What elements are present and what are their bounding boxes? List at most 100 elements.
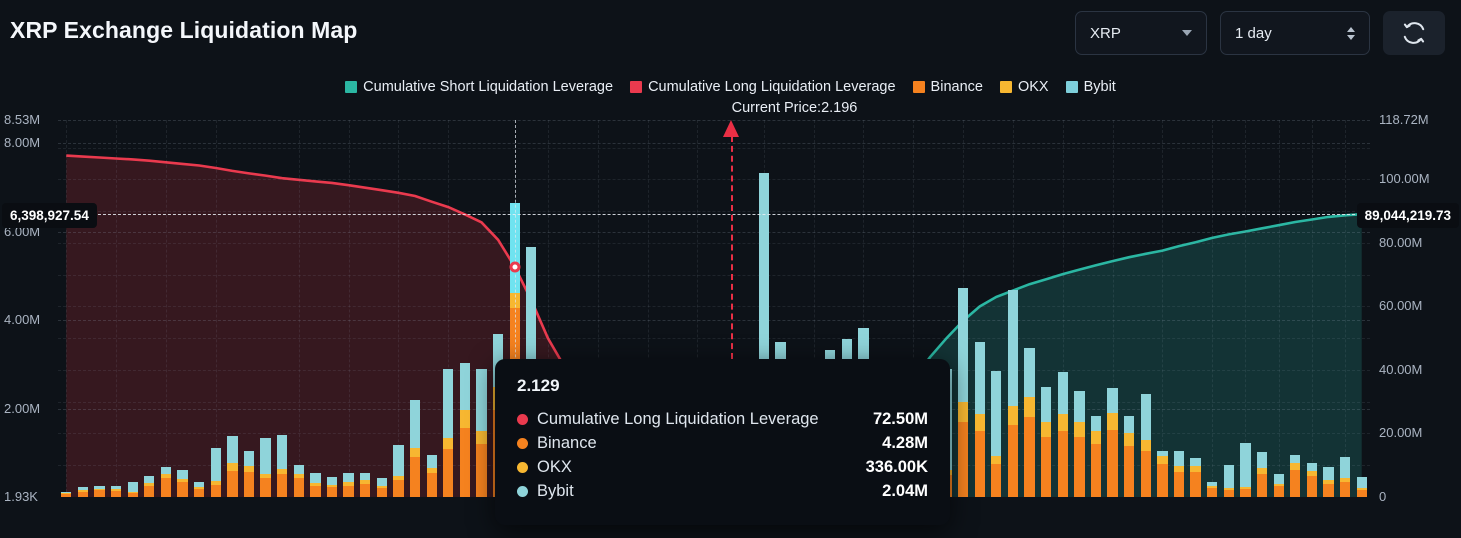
liquidation-bar[interactable]: [393, 445, 404, 497]
liquidation-bar[interactable]: [61, 491, 72, 497]
liquidation-bar[interactable]: [426, 455, 437, 497]
liquidation-bar[interactable]: [1256, 451, 1268, 497]
gridline-v: [647, 120, 649, 497]
liquidation-bar[interactable]: [260, 438, 271, 497]
legend-item-binance[interactable]: Binance: [912, 79, 983, 95]
liquidation-bar[interactable]: [1306, 463, 1317, 497]
legend-item-bybit[interactable]: Bybit: [1065, 79, 1116, 95]
liquidation-bar[interactable]: [1339, 457, 1351, 497]
liquidation-bar[interactable]: [459, 362, 471, 497]
legend-label-cumulative-long: Cumulative Long Liquidation Leverage: [648, 79, 896, 95]
coin-select[interactable]: XRP: [1075, 11, 1207, 55]
gridline-v: [913, 120, 915, 497]
right-value-badge: 89,044,219.73: [1356, 203, 1459, 229]
legend-swatch-bybit: [1065, 81, 1078, 93]
liquidation-bar[interactable]: [77, 487, 89, 497]
refresh-button[interactable]: [1383, 11, 1445, 55]
liquidation-bar[interactable]: [1074, 390, 1085, 497]
liquidation-bar[interactable]: [277, 434, 288, 497]
bar-segment-bybit: [243, 451, 255, 467]
bar-segment-okx: [1207, 485, 1218, 489]
liquidation-bar[interactable]: [1240, 442, 1251, 497]
liquidation-bar[interactable]: [1223, 465, 1234, 497]
bar-segment-okx: [509, 293, 520, 308]
bar-segment-okx: [443, 437, 454, 450]
bar-segment-bybit: [293, 464, 304, 474]
liquidation-bar[interactable]: [1041, 386, 1052, 497]
bar-segment-binance: [476, 443, 487, 497]
bar-segment-binance: [1356, 489, 1367, 497]
bar-segment-okx: [991, 456, 1002, 465]
bar-segment-binance: [177, 482, 188, 497]
tooltip-row-bybit: Bybit 2.04M: [517, 482, 928, 501]
legend-item-cumulative-short[interactable]: Cumulative Short Liquidation Leverage: [345, 79, 613, 95]
value-crosshair-horizontal: [58, 214, 1370, 216]
liquidation-bar[interactable]: [194, 482, 205, 497]
legend-item-cumulative-long[interactable]: Cumulative Long Liquidation Leverage: [630, 79, 896, 95]
liquidation-bar[interactable]: [1273, 474, 1284, 497]
gridline-v: [813, 120, 815, 497]
liquidation-bar[interactable]: [1173, 451, 1185, 497]
liquidation-bar[interactable]: [1157, 451, 1168, 497]
liquidation-bar[interactable]: [1090, 415, 1102, 497]
liquidation-bar[interactable]: [94, 485, 105, 497]
bar-segment-binance: [426, 473, 437, 497]
liquidation-bar[interactable]: [409, 399, 421, 497]
liquidation-bar[interactable]: [110, 486, 122, 497]
bar-segment-okx: [310, 482, 321, 486]
liquidation-bar[interactable]: [1190, 458, 1201, 497]
bar-segment-bybit: [1007, 290, 1019, 406]
liquidation-bar[interactable]: [1207, 482, 1218, 497]
bar-segment-bybit: [227, 436, 238, 464]
liquidation-bar[interactable]: [310, 472, 321, 497]
liquidation-bar[interactable]: [476, 369, 487, 497]
liquidation-bar[interactable]: [1024, 347, 1035, 497]
bar-segment-bybit: [194, 482, 205, 488]
bar-segment-bybit: [326, 476, 338, 485]
liquidation-bar[interactable]: [991, 370, 1002, 497]
liquidation-bar[interactable]: [1140, 394, 1151, 497]
liquidation-bar[interactable]: [243, 451, 255, 497]
liquidation-bar[interactable]: [1007, 290, 1019, 497]
liquidation-bar[interactable]: [1323, 467, 1334, 497]
liquidation-bar[interactable]: [144, 476, 155, 497]
liquidation-bar[interactable]: [160, 466, 172, 497]
liquidation-bar[interactable]: [1290, 454, 1301, 497]
liquidation-bar[interactable]: [343, 472, 354, 497]
chart-tooltip: 2.129 Cumulative Long Liquidation Levera…: [495, 359, 950, 525]
coin-select-value: XRP: [1090, 24, 1121, 42]
bar-segment-okx: [360, 480, 371, 484]
tooltip-row-binance: Binance 4.28M: [517, 434, 928, 453]
bar-segment-binance: [1173, 472, 1185, 497]
liquidation-bar[interactable]: [1057, 371, 1068, 497]
liquidation-bar[interactable]: [177, 470, 188, 497]
liquidation-bar[interactable]: [443, 368, 454, 497]
liquidation-bar[interactable]: [293, 464, 304, 497]
liquidation-bar[interactable]: [210, 448, 221, 497]
stepper-updown-icon[interactable]: [1347, 26, 1355, 40]
bar-segment-binance: [94, 490, 105, 497]
liquidation-bar[interactable]: [957, 288, 969, 497]
value-crosshair-vertical: [514, 120, 516, 497]
liquidation-bar[interactable]: [1356, 476, 1367, 497]
liquidation-bar[interactable]: [227, 436, 238, 497]
timerange-select[interactable]: 1 day: [1220, 11, 1370, 55]
liquidation-bar[interactable]: [1107, 388, 1118, 497]
bar-segment-okx: [61, 493, 72, 495]
bar-segment-bybit: [1157, 451, 1168, 457]
liquidation-bar[interactable]: [974, 342, 985, 497]
liquidation-bar[interactable]: [1124, 415, 1135, 497]
bar-segment-binance: [360, 483, 371, 497]
legend-item-okx[interactable]: OKX: [999, 79, 1049, 95]
bar-segment-bybit: [210, 448, 221, 482]
liquidation-bar[interactable]: [127, 482, 138, 497]
liquidation-bar[interactable]: [376, 477, 387, 497]
liquidation-bar[interactable]: [326, 476, 338, 497]
bar-segment-okx: [260, 474, 271, 478]
bar-segment-okx: [1057, 413, 1068, 431]
liquidation-bar[interactable]: [360, 473, 371, 497]
bar-segment-bybit: [127, 482, 138, 492]
bar-segment-bybit: [94, 485, 105, 490]
refresh-icon: [1403, 22, 1425, 44]
gridline-v: [66, 120, 68, 497]
